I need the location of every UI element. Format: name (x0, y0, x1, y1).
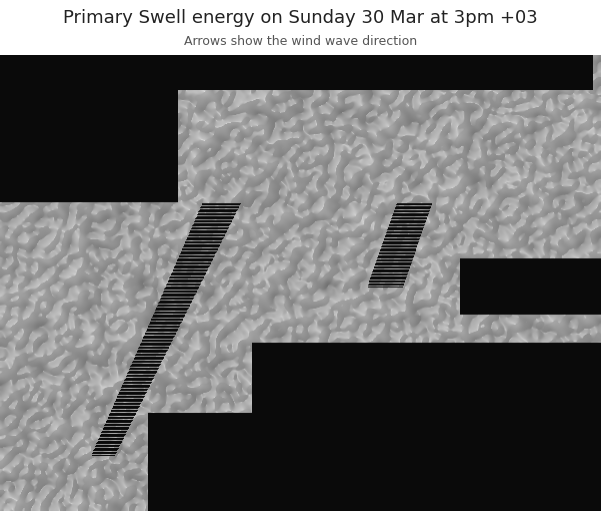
Text: Primary Swell energy on Sunday 30 Mar at 3pm +03: Primary Swell energy on Sunday 30 Mar at… (63, 9, 538, 27)
Text: Arrows show the wind wave direction: Arrows show the wind wave direction (184, 35, 417, 49)
